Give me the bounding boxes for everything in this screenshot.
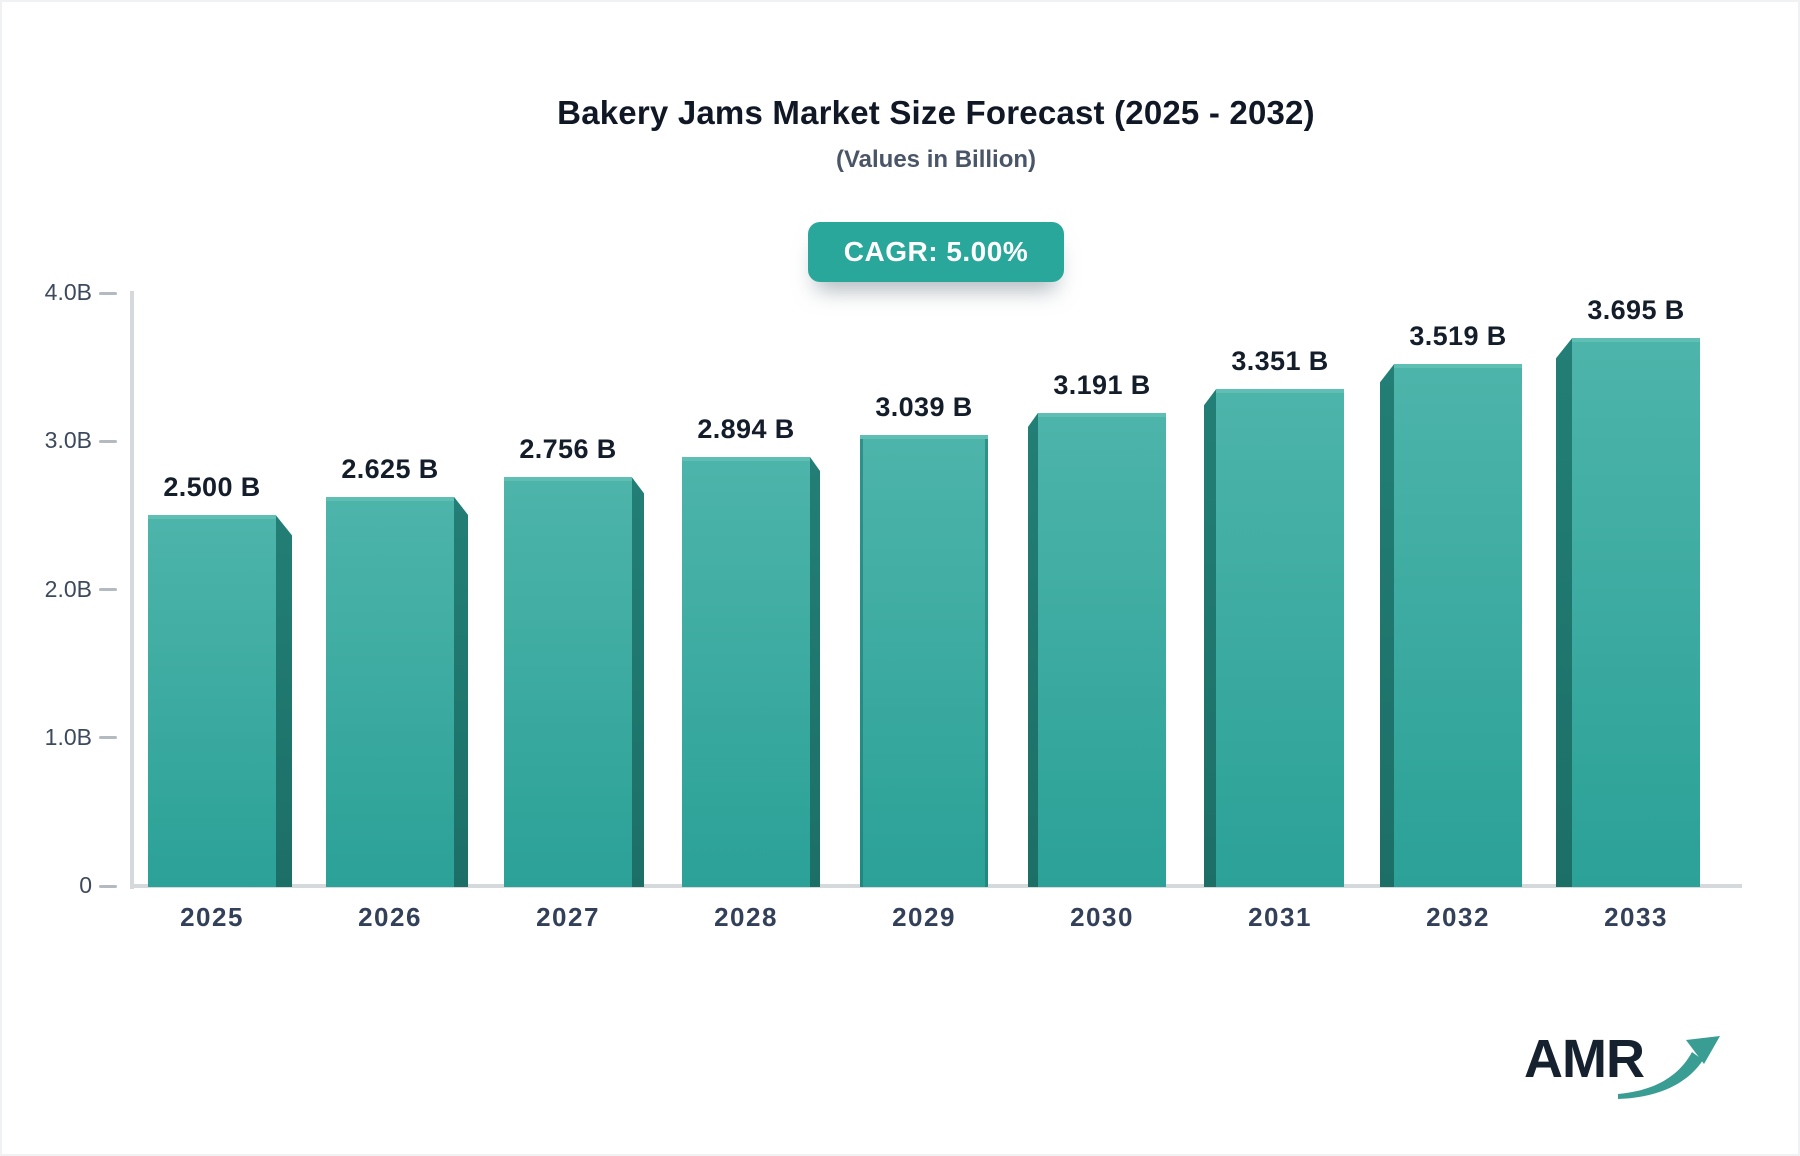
- chart-subtitle: (Values in Billion): [835, 146, 1037, 173]
- bar-side-2025: [276, 515, 292, 887]
- bar-side-2027: [632, 477, 644, 887]
- bar-side-2032: [1380, 364, 1394, 887]
- y-tick: [99, 439, 117, 443]
- bar-side-2028: [810, 456, 820, 887]
- bar-2026: [326, 496, 454, 887]
- y-axis-line: [130, 291, 134, 889]
- x-axis-label-2029: 2029: [892, 902, 956, 932]
- y-tick-label: 4.0B: [44, 279, 92, 305]
- y-tick: [99, 291, 117, 295]
- chart-header: Bakery Jams Market Size Forecast (2025 -…: [130, 0, 1742, 282]
- x-axis-label-2031: 2031: [1248, 902, 1312, 932]
- y-tick: [99, 588, 117, 591]
- y-tick: [99, 736, 117, 740]
- bar-value-label: 2.625 B: [341, 453, 439, 484]
- x-axis-label-2025: 2025: [180, 902, 244, 932]
- x-axis-label-2033: 2033: [1604, 902, 1668, 932]
- y-tick-label: 3.0B: [44, 427, 92, 454]
- cagr-badge: CAGR: 5.00%: [807, 222, 1065, 282]
- amr-logo: AMR: [1524, 1028, 1734, 1118]
- bar-side-2030: [1028, 412, 1038, 887]
- amr-logo-text: AMR: [1524, 1029, 1645, 1089]
- bar-value-label: 3.695 B: [1587, 295, 1685, 326]
- chart-title: Bakery Jams Market Size Forecast (2025 -…: [557, 94, 1315, 131]
- bar-side-2026: [454, 496, 468, 887]
- growth-arrow-icon: [1618, 1036, 1720, 1099]
- bar-2025: [148, 515, 276, 887]
- bar-side-2031: [1204, 389, 1216, 887]
- x-axis-label-2026: 2026: [358, 902, 422, 932]
- bar-2033: [1572, 338, 1700, 887]
- y-tick-label: 0: [79, 872, 92, 898]
- bar-value-label: 2.894 B: [697, 413, 795, 444]
- bar-value-label: 3.039 B: [875, 392, 973, 423]
- x-axis-label-2032: 2032: [1426, 902, 1490, 932]
- bar-2031: [1216, 389, 1344, 887]
- y-tick: [99, 884, 117, 888]
- bar-value-label: 3.351 B: [1231, 346, 1329, 377]
- y-tick-label: 1.0B: [44, 723, 92, 750]
- bar-value-label: 3.519 B: [1409, 321, 1507, 352]
- bar-side-2033: [1556, 338, 1572, 887]
- y-tick-label: 2.0B: [44, 575, 92, 602]
- x-axis-label-2028: 2028: [714, 902, 778, 932]
- bar-value-label: 2.500 B: [163, 472, 261, 503]
- bar-2030: [1038, 412, 1166, 887]
- bar-2029: [860, 435, 988, 887]
- bar-2028: [682, 456, 810, 887]
- bar-value-label: 3.191 B: [1053, 369, 1151, 400]
- bar-value-label: 2.756 B: [519, 434, 617, 465]
- x-axis-label-2027: 2027: [536, 902, 600, 932]
- x-axis-label-2030: 2030: [1070, 902, 1134, 932]
- bar-2032: [1394, 364, 1522, 887]
- bar-2027: [504, 477, 632, 887]
